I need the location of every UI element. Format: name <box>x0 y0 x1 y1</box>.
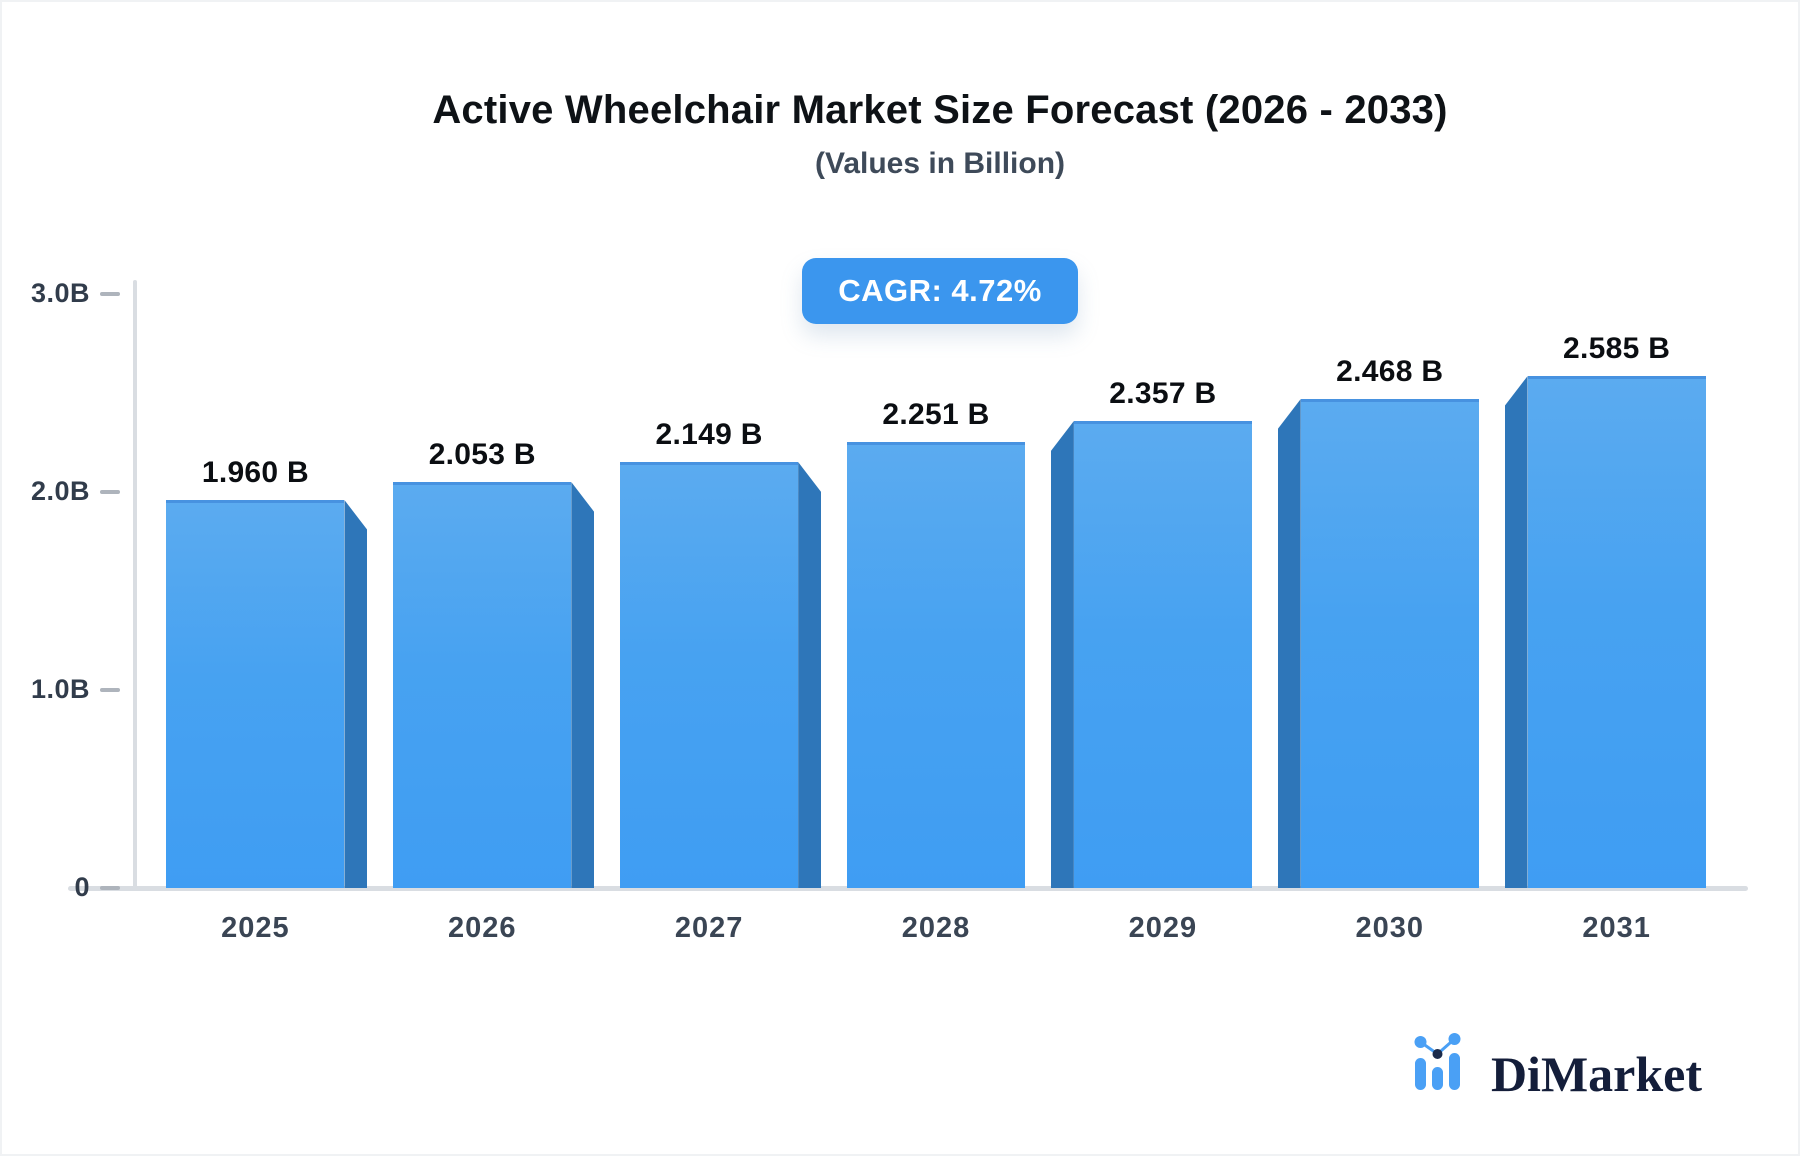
x-tick-label: 2026 <box>448 912 517 944</box>
bar-group-2028: 2.251 B <box>823 294 1050 888</box>
y-tick-label: 3.0B <box>30 278 90 308</box>
bar-value-label: 1.960 B <box>201 456 310 489</box>
bar-value-label: 2.251 B <box>882 398 990 431</box>
bar <box>1073 421 1252 888</box>
bar-group-2027: 2.149 B <box>596 294 823 888</box>
cagr-badge: CAGR: 4.72% <box>802 258 1078 324</box>
bar-value-label: 2.468 B <box>1336 355 1444 388</box>
y-tick-mark <box>100 292 120 296</box>
bar-side-face <box>571 482 595 888</box>
bars-plot-area: 1.960 B 2.053 B 2.149 B 2.251 B 2.357 B 2.468… <box>142 294 1730 888</box>
bar <box>166 500 345 888</box>
chart-title: Active Wheelchair Market Size Forecast (… <box>432 88 1448 132</box>
chart-subtitle: (Values in Billion) <box>814 147 1066 180</box>
bar-group-2029: 2.357 B <box>1049 294 1276 888</box>
x-tick-label: 2025 <box>221 912 290 944</box>
y-axis-line <box>133 280 137 890</box>
bar-side-face <box>344 500 368 888</box>
x-tick-label: 2031 <box>1582 912 1651 944</box>
bar-side-face <box>798 462 822 888</box>
chart-header: Active Wheelchair Market Size Forecast (… <box>82 88 1798 181</box>
y-tick-mark <box>100 688 120 692</box>
x-axis-labels: 2025 2026 2027 2028 2029 2030 2031 <box>142 912 1730 945</box>
x-tick-label: 2027 <box>674 912 744 944</box>
bar-value-label: 2.149 B <box>655 418 763 451</box>
bar <box>1527 376 1706 888</box>
bar-side-face <box>1504 376 1528 888</box>
cagr-badge-wrap: CAGR: 4.72% <box>82 258 1798 324</box>
bar <box>1300 399 1479 888</box>
bar <box>847 442 1025 888</box>
x-tick-label: 2029 <box>1128 912 1198 944</box>
y-tick-mark <box>100 886 120 890</box>
y-tick-label: 0 <box>74 872 90 902</box>
bar-group-2026: 2.053 B <box>369 294 596 888</box>
bar-chart-logo-icon <box>1411 1028 1477 1099</box>
x-tick-label: 2030 <box>1355 912 1424 944</box>
bar-side-face <box>1050 421 1074 888</box>
bar-group-2025: 1.960 B <box>142 294 369 888</box>
bar-value-label: 2.053 B <box>428 438 536 471</box>
bar-side-face <box>1277 399 1301 888</box>
y-tick-label: 1.0B <box>30 674 90 704</box>
bar-group-2030: 2.468 B <box>1276 294 1503 888</box>
y-tick-mark <box>100 490 120 494</box>
bar <box>393 482 572 888</box>
logo-wordmark: DiMarket <box>1490 1046 1702 1102</box>
y-tick-label: 2.0B <box>30 476 90 506</box>
bar <box>620 462 799 888</box>
dimarket-logo: DiMarket <box>1411 1028 1702 1099</box>
bar-value-label: 2.585 B <box>1562 332 1671 365</box>
bar-value-label: 2.357 B <box>1109 377 1217 410</box>
bar-group-2031: 2.585 B <box>1503 294 1730 888</box>
x-tick-label: 2028 <box>901 912 971 944</box>
x-axis-line <box>68 886 1748 891</box>
